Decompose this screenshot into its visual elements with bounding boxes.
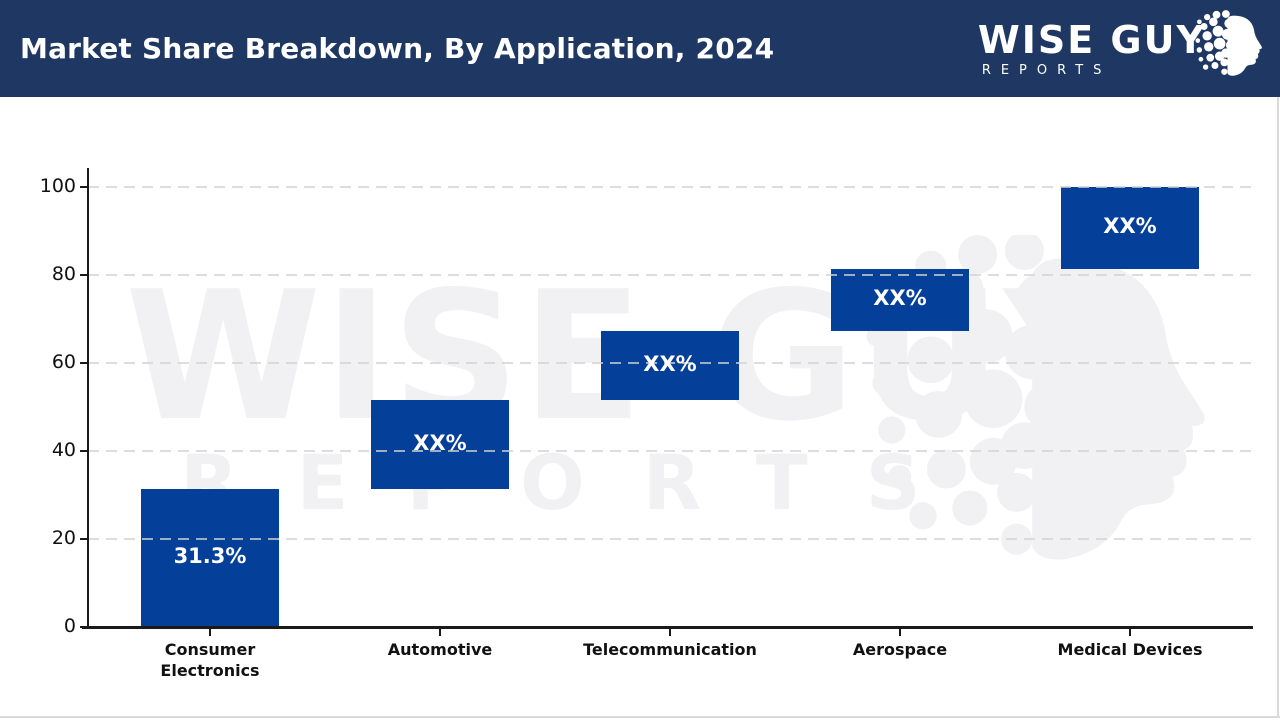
x-axis xyxy=(82,626,1253,629)
y-axis xyxy=(87,168,89,627)
y-tick-mark-20 xyxy=(80,538,88,540)
y-tick-label-0: 0 xyxy=(63,615,76,637)
gridline-40 xyxy=(88,450,1253,452)
logo-wordmark: WISE GUY xyxy=(977,17,1206,62)
gridline-60 xyxy=(88,362,1253,364)
y-tick-label-40: 40 xyxy=(51,439,76,461)
page-title: Market Share Breakdown, By Application, … xyxy=(20,32,775,65)
bar-medical-devices xyxy=(1061,187,1199,269)
gridline-20 xyxy=(88,538,1253,540)
bar-value-label-telecommunication: XX% xyxy=(643,351,697,376)
category-label-medical-devices: Medical Devices xyxy=(1057,640,1203,659)
plot-area: 0 20 40 60 80 100 31.3% Consumer Electronics XX%… xyxy=(0,97,1280,717)
bar-value-label-automotive: XX% xyxy=(413,430,467,455)
category-label-automotive: Automotive xyxy=(387,640,493,659)
y-tick-mark-100 xyxy=(80,186,88,188)
y-tick-mark-60 xyxy=(80,362,88,364)
y-tick-label-80: 80 xyxy=(51,263,76,285)
window-border-right xyxy=(1277,97,1279,718)
category-label-telecommunication: Telecommunication xyxy=(583,640,757,659)
x-tick-mark-telecommunication xyxy=(669,629,671,636)
bar-value-label-consumer-electronics: 31.3% xyxy=(173,544,247,569)
x-tick-mark-aerospace xyxy=(899,629,901,636)
category-label-aerospace: Aerospace xyxy=(852,640,948,659)
logo-head-icon xyxy=(1194,10,1262,76)
logo-subtitle: REPORTS xyxy=(981,62,1112,78)
bar-automotive xyxy=(371,400,509,490)
gridline-100 xyxy=(88,186,1253,188)
y-tick-mark-40 xyxy=(80,450,88,452)
wise-guy-logo: WISE GUY REPORTS xyxy=(978,6,1268,92)
bar-consumer-electronics xyxy=(141,489,279,627)
gridline-80 xyxy=(88,274,1253,276)
y-tick-mark-0 xyxy=(80,626,88,628)
y-tick-label-60: 60 xyxy=(51,351,76,373)
x-tick-mark-medical-devices xyxy=(1129,629,1131,636)
x-tick-mark-automotive xyxy=(439,629,441,636)
category-label-consumer-electronics: Consumer Electronics xyxy=(160,640,260,680)
bar-value-label-aerospace: XX% xyxy=(873,285,927,310)
header-bar: Market Share Breakdown, By Application, … xyxy=(0,0,1280,97)
y-tick-mark-80 xyxy=(80,274,88,276)
y-tick-label-100: 100 xyxy=(39,175,76,197)
bar-value-label-medical-devices: XX% xyxy=(1103,213,1157,238)
bar-telecommunication xyxy=(601,330,739,401)
y-tick-label-20: 20 xyxy=(51,527,76,549)
window-border-bottom xyxy=(0,716,1280,718)
x-tick-mark-consumer-electronics xyxy=(209,629,211,636)
